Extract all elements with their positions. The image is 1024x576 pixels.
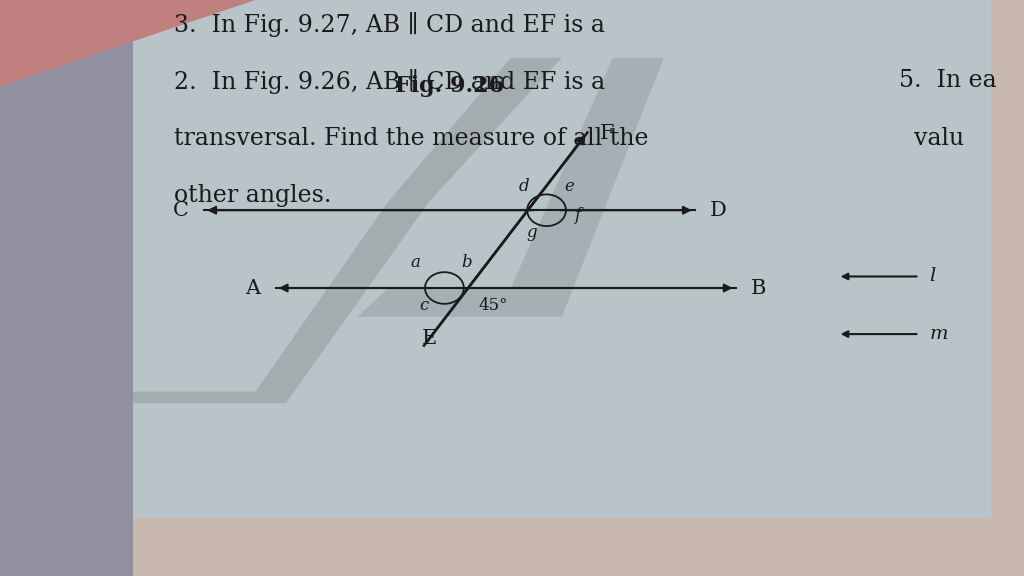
- Polygon shape: [0, 0, 255, 86]
- Text: m: m: [930, 325, 948, 343]
- Text: 3.  In Fig. 9.27, AB ∥ CD and EF is a: 3. In Fig. 9.27, AB ∥ CD and EF is a: [174, 12, 604, 36]
- Text: A: A: [246, 279, 260, 297]
- Text: c: c: [420, 297, 429, 314]
- Text: valu: valu: [914, 127, 965, 150]
- Polygon shape: [0, 0, 133, 576]
- Text: transversal. Find the measure of all the: transversal. Find the measure of all the: [174, 127, 648, 150]
- Text: 5.  In ea: 5. In ea: [899, 69, 996, 92]
- Text: 2.  In Fig. 9.26, AB ∥ CD and EF is a: 2. In Fig. 9.26, AB ∥ CD and EF is a: [174, 69, 605, 94]
- Text: E: E: [422, 329, 436, 348]
- Text: Fig. 9.26: Fig. 9.26: [395, 75, 504, 97]
- Text: a: a: [411, 253, 421, 271]
- Text: C: C: [173, 201, 189, 219]
- Text: f: f: [574, 207, 581, 225]
- Polygon shape: [357, 58, 664, 317]
- Text: l: l: [930, 267, 936, 286]
- Text: 45°: 45°: [478, 297, 508, 314]
- Text: g: g: [526, 223, 537, 241]
- Polygon shape: [133, 58, 562, 403]
- Text: e: e: [564, 177, 574, 195]
- Text: d: d: [519, 177, 529, 195]
- Text: b: b: [462, 253, 472, 271]
- Bar: [133, 0, 991, 518]
- Text: F: F: [600, 124, 614, 143]
- Text: other angles.: other angles.: [174, 184, 331, 207]
- Text: D: D: [710, 201, 727, 219]
- Text: B: B: [751, 279, 766, 297]
